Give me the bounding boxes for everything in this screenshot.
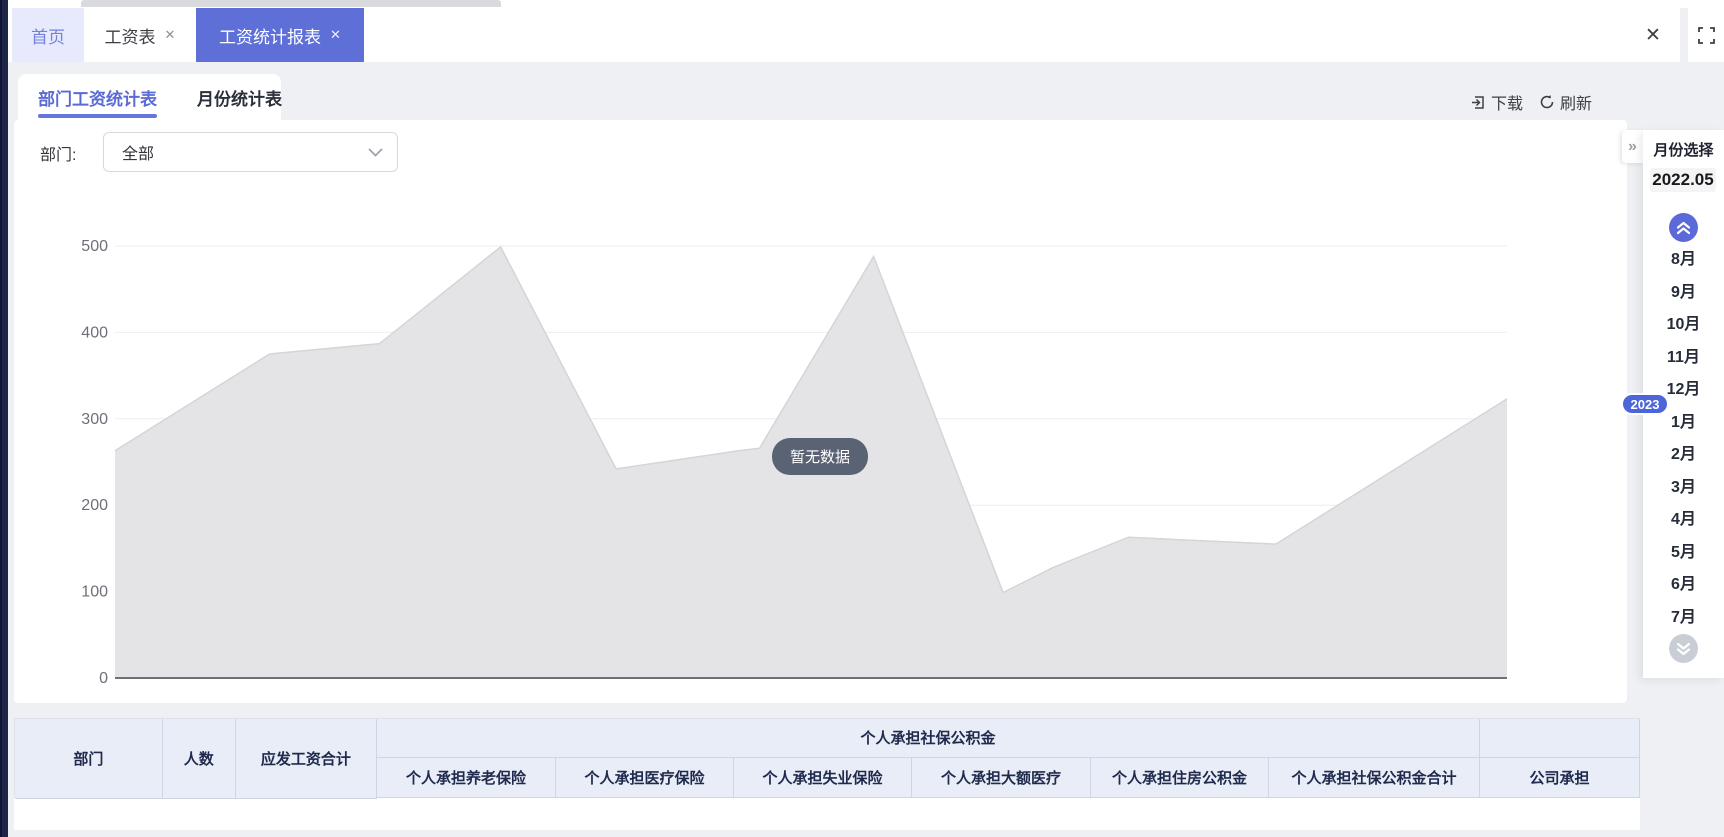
month-panel-title: 月份选择 xyxy=(1653,142,1714,159)
month-item-1月[interactable]: 1月 xyxy=(1671,413,1696,431)
table-column-公司承担: 公司承担 xyxy=(1480,757,1640,798)
month-item-4月[interactable]: 4月 xyxy=(1671,511,1696,528)
table-column-个人承担医疗保险: 个人承担医疗保险 xyxy=(556,757,734,798)
double-chevron-down-icon xyxy=(1676,642,1691,655)
month-item-5月[interactable]: 5月 xyxy=(1671,543,1696,561)
y-axis-tick-label: 400 xyxy=(81,324,108,341)
table-column-group: 个人承担社保公积金 个人承担养老保险 个人承担医疗保险 个人承担失业保险 个人承担大额医… xyxy=(377,719,1480,798)
department-filter-label: 部门: xyxy=(40,147,77,164)
month-selector-panel: 月份选择 2022.05 8月 9月 10月 11月 12月 1月 2月 3月 4月 5月 6月 7月… xyxy=(1621,130,1724,678)
chart-toolbar: 下载 刷新 xyxy=(1470,88,1630,116)
month-item-7月[interactable]: 7月 xyxy=(1671,608,1696,626)
table-column-个人承担失业保险: 个人承担失业保险 xyxy=(734,757,912,798)
table-header: 部门 人数 应发工资合计 个人承担社保公积金 个人承担养老保险 个人承担医疗保险 个人承担失… xyxy=(14,718,1640,799)
active-tab-underline xyxy=(38,114,157,118)
table-column-部门: 部门 xyxy=(15,719,163,799)
window-tab-工资统计报表[interactable]: 工资统计报表 ✕ xyxy=(196,8,364,62)
window-tab-label: 首页 xyxy=(31,27,65,47)
double-chevron-right-icon: » xyxy=(1628,137,1637,155)
y-axis-tick-label: 200 xyxy=(81,497,108,514)
chevron-down-icon xyxy=(368,147,383,157)
panel-collapse-button[interactable]: » xyxy=(1622,130,1643,163)
no-data-tooltip: 暂无数据 xyxy=(772,438,868,475)
month-item-12月[interactable]: 12月 xyxy=(1666,381,1701,398)
refresh-label: 刷新 xyxy=(1560,96,1593,113)
no-data-label: 暂无数据 xyxy=(789,449,850,466)
download-icon xyxy=(1472,95,1484,109)
subtab-月份统计表[interactable]: 月份统计表 xyxy=(197,74,282,120)
y-axis-tick-label: 0 xyxy=(99,670,108,687)
month-item-6月[interactable]: 6月 xyxy=(1671,576,1696,593)
table-column-个人承担养老保险: 个人承担养老保险 xyxy=(377,757,556,798)
window-tab-工资表[interactable]: 工资表 ✕ xyxy=(84,8,196,62)
double-chevron-up-icon xyxy=(1676,221,1691,234)
fullscreen-button[interactable] xyxy=(1688,8,1724,62)
department-select[interactable]: 全部 xyxy=(103,132,398,172)
scroll-up-button[interactable] xyxy=(1669,213,1698,242)
subtab-部门工资统计表[interactable]: 部门工资统计表 xyxy=(38,74,157,120)
area-chart: 0 100 200 300 400 500 xyxy=(81,238,1508,687)
current-month-value: 2022.05 xyxy=(1650,168,1716,192)
table-column-个人承担住房公积金: 个人承担住房公积金 xyxy=(1091,757,1269,798)
report-subtabs: 部门工资统计表 月份统计表 xyxy=(18,74,282,120)
window-tab-label: 工资统计报表 xyxy=(219,27,322,47)
browser-tab-remnant xyxy=(81,0,501,7)
month-item-3月[interactable]: 3月 xyxy=(1671,478,1696,496)
table-group-label xyxy=(1480,719,1640,758)
area-series-outline xyxy=(114,245,1508,594)
window-tab-label: 工资表 xyxy=(104,27,156,47)
table-column-group: 公司承担 xyxy=(1480,719,1640,798)
window-tabs: 首页 工资表 ✕ 工资统计报表 ✕ xyxy=(8,8,1680,62)
browser-top-strip xyxy=(8,0,1724,8)
month-item-9月[interactable]: 9月 xyxy=(1671,283,1696,301)
y-axis-tick-label: 500 xyxy=(81,238,108,255)
month-item-11月[interactable]: 11月 xyxy=(1667,348,1700,366)
department-select-value: 全部 xyxy=(122,146,155,163)
tab-close-icon[interactable]: ✕ xyxy=(330,27,341,42)
table-column-个人承担大额医疗: 个人承担大额医疗 xyxy=(912,757,1091,798)
table-column-人数: 人数 xyxy=(162,719,236,799)
download-label: 下载 xyxy=(1491,96,1524,113)
table-column-个人承担社保公积金合计: 个人承担社保公积金合计 xyxy=(1269,757,1480,798)
year-badge: 2023 xyxy=(1621,393,1669,415)
table-group-label: 个人承担社保公积金 xyxy=(377,719,1480,758)
department-salary-chart-panel: 部门: 全部 0 100 200 300 400 500 暂无数据 xyxy=(14,120,1627,703)
summary-table: 部门 人数 应发工资合计 个人承担社保公积金 个人承担养老保险 个人承担医疗保险 个人承担失… xyxy=(14,718,1640,830)
table-column-应发工资合计: 应发工资合计 xyxy=(235,719,377,799)
month-item-8月[interactable]: 8月 xyxy=(1671,251,1696,268)
left-app-edge xyxy=(0,0,8,837)
table-body-empty xyxy=(14,798,1640,830)
month-item-2月[interactable]: 2月 xyxy=(1671,446,1696,463)
close-icon[interactable]: ✕ xyxy=(1645,24,1661,46)
refresh-button[interactable]: 刷新 xyxy=(1539,90,1592,114)
tab-close-icon[interactable]: ✕ xyxy=(164,27,176,42)
refresh-icon xyxy=(1540,95,1554,109)
download-button[interactable]: 下载 xyxy=(1470,90,1523,114)
subtab-label: 月份统计表 xyxy=(197,89,282,109)
window-tab-首页[interactable]: 首页 xyxy=(12,8,84,62)
month-item-10月[interactable]: 10月 xyxy=(1666,316,1701,333)
subtab-label: 部门工资统计表 xyxy=(38,89,157,109)
y-axis-tick-label: 300 xyxy=(81,411,108,428)
y-axis-tick-label: 100 xyxy=(81,584,108,601)
scroll-down-button[interactable] xyxy=(1669,634,1698,663)
fullscreen-icon xyxy=(1697,26,1715,44)
